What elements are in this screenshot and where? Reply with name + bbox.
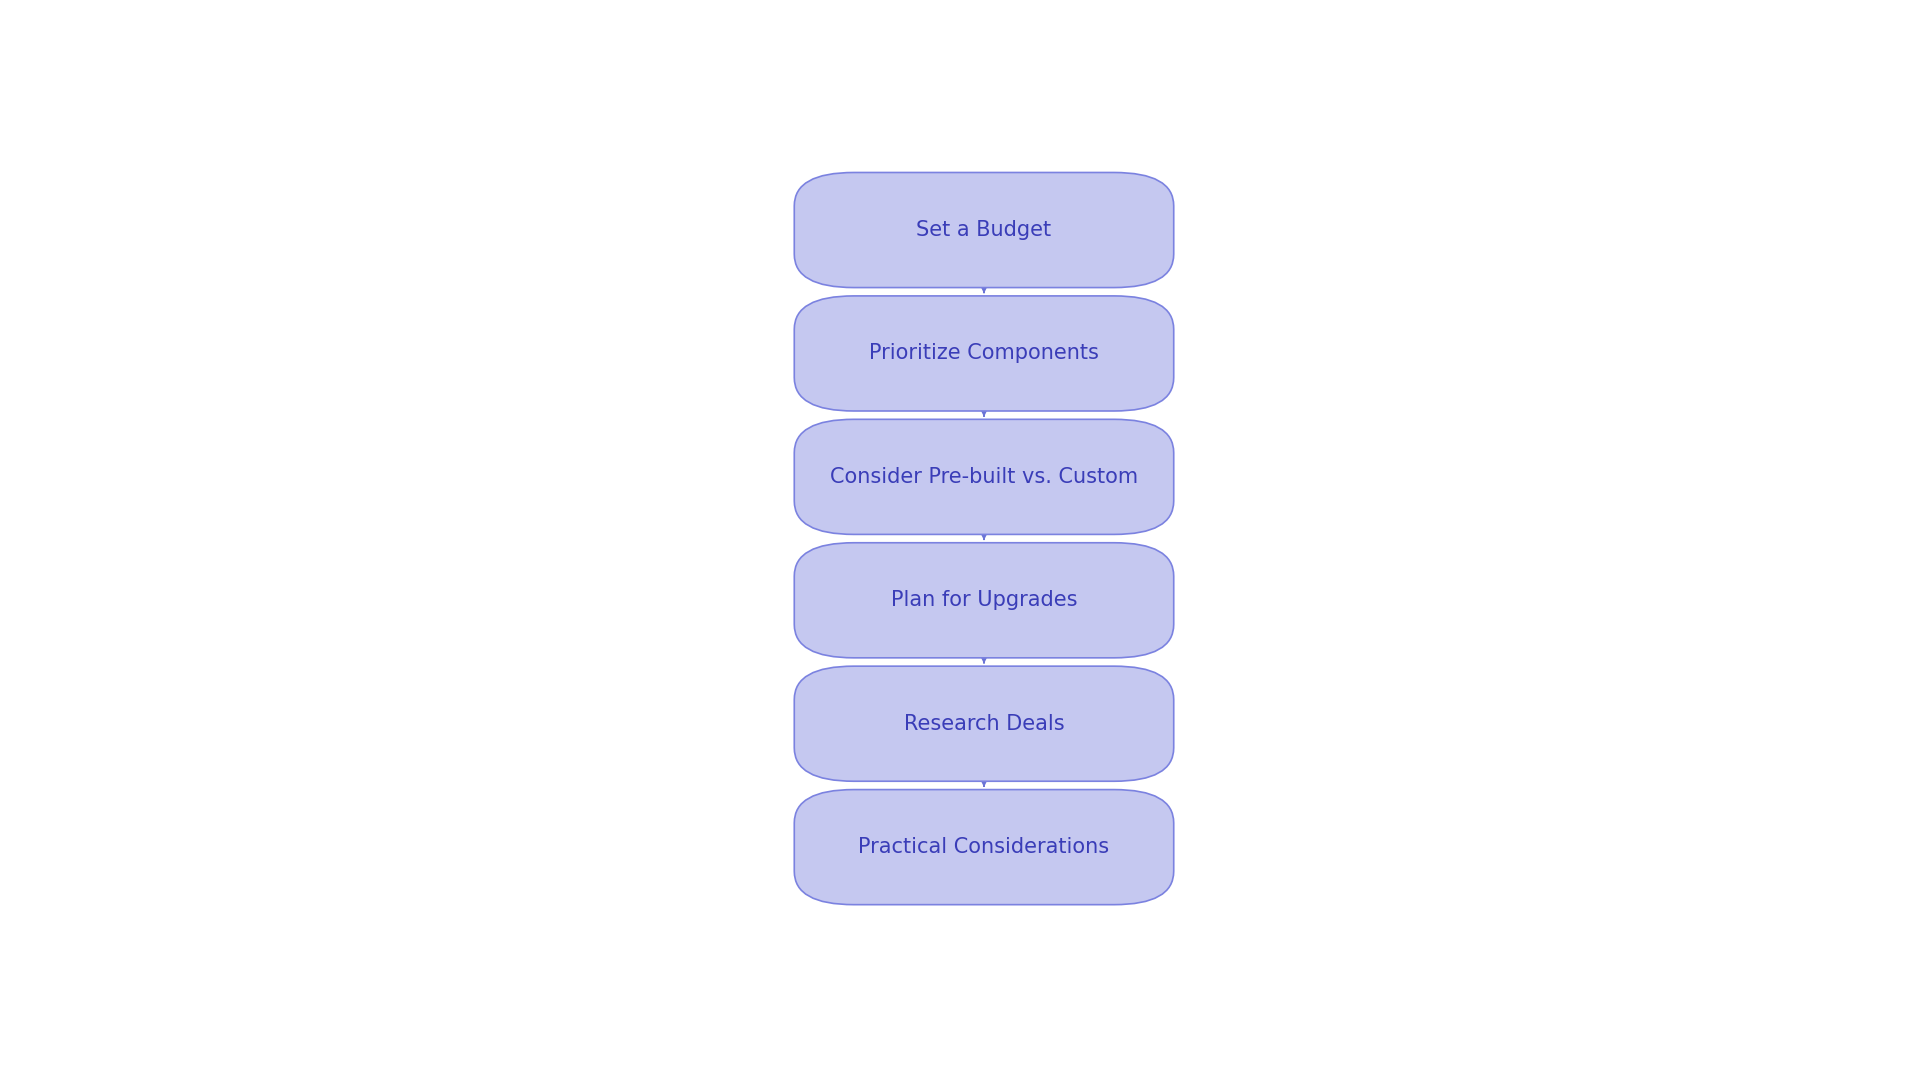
Text: Prioritize Components: Prioritize Components (870, 343, 1098, 364)
FancyBboxPatch shape (795, 790, 1173, 904)
FancyBboxPatch shape (795, 419, 1173, 534)
Text: Set a Budget: Set a Budget (916, 220, 1052, 240)
Text: Practical Considerations: Practical Considerations (858, 837, 1110, 857)
FancyBboxPatch shape (795, 296, 1173, 410)
Text: Research Deals: Research Deals (904, 714, 1064, 733)
Text: Consider Pre-built vs. Custom: Consider Pre-built vs. Custom (829, 467, 1139, 487)
FancyBboxPatch shape (795, 666, 1173, 781)
Text: Plan for Upgrades: Plan for Upgrades (891, 590, 1077, 611)
FancyBboxPatch shape (795, 172, 1173, 288)
FancyBboxPatch shape (795, 543, 1173, 657)
